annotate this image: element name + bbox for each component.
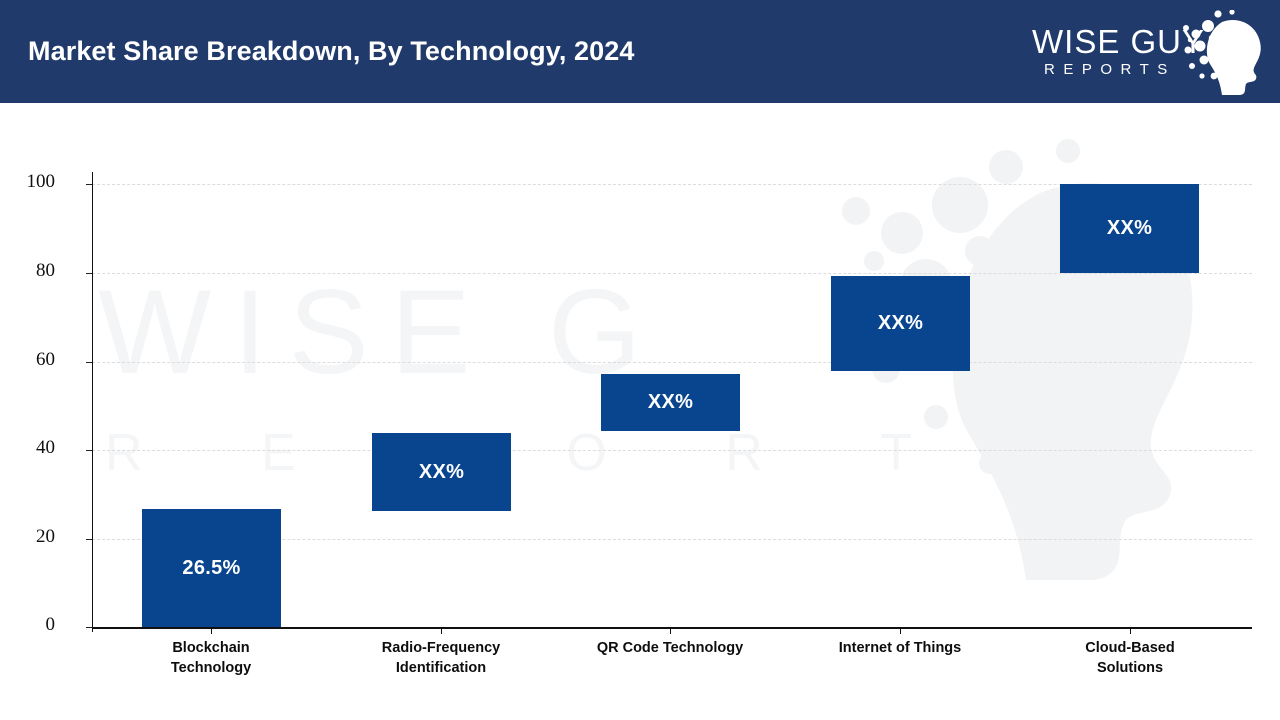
x-label-line-1: Internet of Things — [838, 640, 962, 656]
page-title: Market Share Breakdown, By Technology, 2… — [28, 36, 635, 66]
x-tick-mark-2 — [670, 627, 671, 634]
y-tick-mark-40 — [86, 450, 92, 451]
y-tick-label-20: 20 — [36, 526, 55, 547]
x-label-line-1: Radio-Frequency — [381, 640, 501, 656]
bar-value-label: XX% — [1106, 217, 1153, 239]
x-label-line-1: Cloud-Based — [1085, 640, 1175, 656]
x-tick-mark-0 — [211, 627, 212, 634]
y-axis-line — [92, 172, 93, 632]
bar-value-label: XX% — [647, 391, 694, 413]
y-tick-mark-20 — [86, 539, 92, 540]
x-axis-label-cloud-based-solutions: Cloud-Based Solutions — [1030, 638, 1230, 678]
bar-qr-code-technology[interactable]: XX% — [601, 374, 740, 431]
bar-value-label: XX% — [877, 312, 924, 334]
gridline-40 — [92, 450, 1252, 451]
y-tick-label-40: 40 — [36, 437, 55, 458]
bar-value-label: 26.5% — [182, 556, 241, 579]
x-axis-label-qr-code-technology: QR Code Technology — [570, 638, 770, 658]
x-axis-label-blockchain-technology: Blockchain Technology — [111, 638, 311, 678]
gridline-80 — [92, 273, 1252, 274]
x-label-line-2: Solutions — [1096, 660, 1164, 676]
y-tick-label-60: 60 — [36, 349, 55, 370]
y-tick-label-100: 100 — [26, 171, 56, 192]
bar-value-label: XX% — [418, 460, 465, 483]
y-tick-mark-100 — [86, 184, 92, 185]
x-axis-label-radio-frequency-identification: Radio-Frequency Identification — [341, 638, 541, 678]
bar-blockchain-technology[interactable]: 26.5% — [142, 509, 281, 627]
bar-radio-frequency-identification[interactable]: XX% — [372, 433, 511, 511]
y-tick-mark-80 — [86, 273, 92, 274]
gridline-100 — [92, 184, 1252, 185]
y-tick-label-0: 0 — [45, 614, 56, 635]
x-tick-mark-4 — [1130, 627, 1131, 634]
wise-guy-reports-logo: WISE GUY REPORTS — [1022, 6, 1272, 98]
x-label-line-1: Blockchain — [172, 640, 250, 656]
x-axis-line — [92, 627, 1252, 629]
y-tick-label-80: 80 — [36, 260, 55, 281]
x-axis-label-internet-of-things: Internet of Things — [800, 638, 1000, 658]
x-tick-mark-3 — [900, 627, 901, 634]
y-tick-mark-0 — [86, 627, 92, 628]
chart-header-bar: Market Share Breakdown, By Technology, 2… — [0, 0, 1280, 103]
logo-wordmark-primary: WISE GUY — [1032, 23, 1206, 60]
gridline-20 — [92, 539, 1252, 540]
x-label-line-1: QR Code Technology — [596, 640, 744, 656]
x-label-line-2: Technology — [170, 660, 252, 676]
y-tick-mark-60 — [86, 362, 92, 363]
gridline-60 — [92, 362, 1252, 363]
bar-internet-of-things[interactable]: XX% — [831, 276, 970, 371]
bar-cloud-based-solutions[interactable]: XX% — [1060, 184, 1199, 273]
x-label-line-2: Identification — [395, 660, 487, 676]
head-profile-dots-icon — [1183, 10, 1261, 95]
chart-canvas: WISE G R E P O R T S — [0, 103, 1280, 720]
plot-area: 100 80 60 40 20 0 26.5% XX% XX% XX% XX% — [27, 103, 1252, 720]
x-tick-mark-1 — [441, 627, 442, 634]
logo-wordmark-secondary: REPORTS — [1044, 61, 1176, 78]
